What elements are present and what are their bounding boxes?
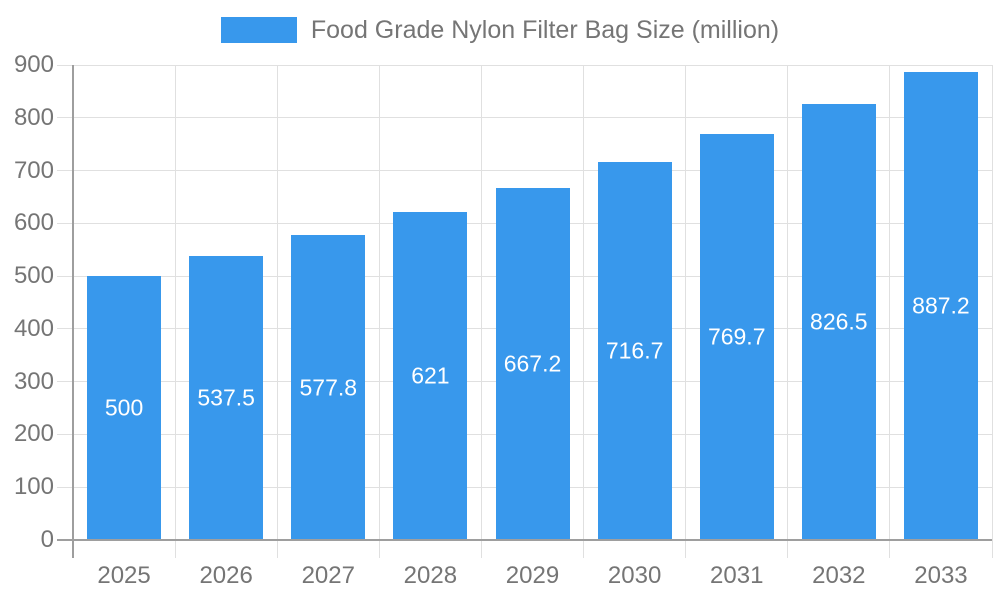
bar-value-label: 537.5 — [197, 384, 255, 411]
x-axis-tick-label: 2032 — [812, 562, 866, 589]
bar-2027[interactable] — [291, 235, 366, 540]
y-axis-tick-label: 500 — [13, 262, 54, 290]
bar-2031[interactable] — [699, 133, 774, 540]
y-axis-tick-label: 0 — [40, 526, 54, 553]
bar-value-label: 769.7 — [707, 323, 766, 350]
legend-label: Food Grade Nylon Filter Bag Size (millio… — [310, 16, 780, 44]
legend-swatch-icon — [220, 17, 297, 43]
y-axis-tick-label: 300 — [13, 367, 54, 395]
bar-value-label: 667.2 — [503, 350, 562, 377]
gridline-horizontal — [57, 64, 992, 66]
x-axis-tick-label: 2026 — [199, 562, 253, 589]
y-axis-tick-label: 700 — [13, 156, 54, 184]
bar-value-label: 716.7 — [605, 337, 664, 364]
x-axis-tick-label: 2031 — [710, 562, 764, 589]
y-axis-tick-label: 100 — [13, 473, 54, 501]
bar-value-label: 577.8 — [299, 374, 358, 401]
y-axis-tick-label: 900 — [13, 51, 54, 78]
bar-2032[interactable] — [801, 103, 876, 540]
bar-2026[interactable] — [189, 256, 264, 540]
x-axis-tick-label: 2030 — [607, 562, 662, 589]
bar-value-label: 887.2 — [912, 292, 970, 319]
x-axis-tick-label: 2028 — [403, 562, 458, 589]
bar-2028[interactable] — [393, 212, 468, 540]
bar-value-label: 621 — [411, 362, 450, 389]
bar-2030[interactable] — [597, 161, 672, 540]
y-axis-tick-label: 800 — [13, 103, 54, 131]
gridline-vertical — [787, 65, 789, 558]
gridline-vertical — [480, 65, 482, 558]
y-axis-tick-label: 200 — [13, 420, 54, 448]
gridline-vertical — [583, 65, 585, 558]
x-axis-tick-label: 2025 — [97, 562, 151, 589]
y-axis-tick-label: 600 — [13, 209, 54, 237]
bar-2033[interactable] — [903, 71, 978, 540]
bar-value-label: 500 — [104, 394, 144, 421]
gridline-horizontal — [57, 117, 992, 119]
y-axis-line — [72, 65, 74, 558]
bar-2025[interactable] — [87, 276, 162, 540]
bar-value-label: 826.5 — [810, 308, 868, 335]
x-axis-tick-label: 2029 — [505, 562, 560, 589]
gridline-vertical — [889, 65, 891, 558]
gridline-vertical — [174, 65, 176, 558]
gridline-vertical — [685, 65, 687, 558]
gridline-vertical — [276, 65, 278, 558]
x-axis-line — [57, 539, 992, 541]
chart-legend[interactable]: Food Grade Nylon Filter Bag Size (millio… — [0, 15, 1000, 45]
x-axis-tick-label: 2033 — [914, 562, 968, 589]
gridline-horizontal — [57, 170, 992, 172]
y-axis-tick-label: 400 — [13, 314, 54, 342]
bar-2029[interactable] — [495, 187, 570, 540]
gridline-vertical — [991, 65, 993, 558]
x-axis-tick-label: 2027 — [301, 562, 355, 589]
gridline-vertical — [378, 65, 380, 558]
